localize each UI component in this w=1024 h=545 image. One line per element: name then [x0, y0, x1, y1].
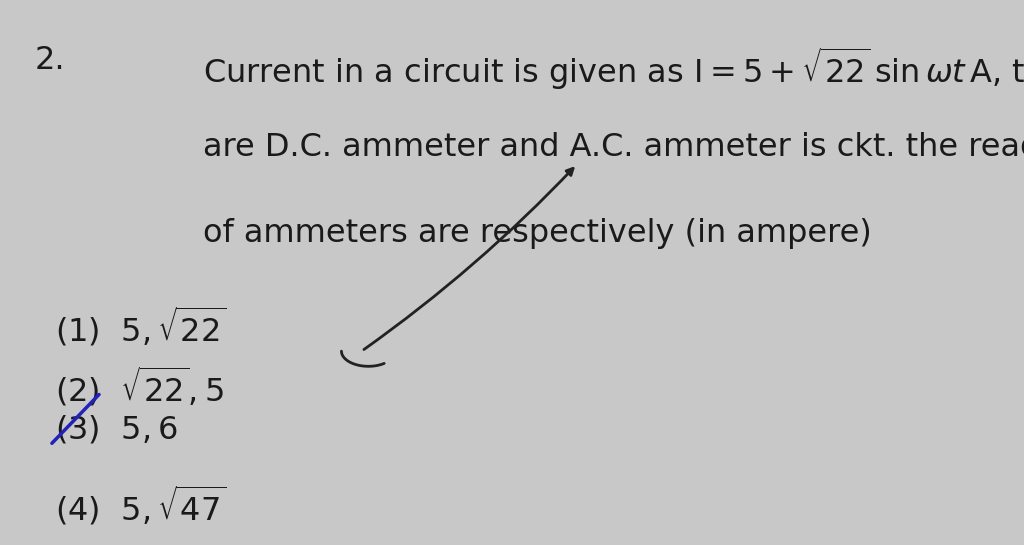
Text: of ammeters are respectively (in ampere): of ammeters are respectively (in ampere): [204, 219, 872, 249]
Text: are D.C. ammeter and A.C. ammeter is ckt. the readings: are D.C. ammeter and A.C. ammeter is ckt…: [204, 131, 1024, 162]
Text: (3)  $5, 6$: (3) $5, 6$: [55, 414, 178, 445]
Text: (1)  $5, \sqrt{22}$: (1) $5, \sqrt{22}$: [55, 305, 227, 349]
Text: (2)  $\sqrt{22}, 5$: (2) $\sqrt{22}, 5$: [55, 365, 224, 409]
Text: (4)  $5, \sqrt{47}$: (4) $5, \sqrt{47}$: [55, 484, 227, 528]
Text: Current in a circuit is given as $\mathrm{I} = 5 + \sqrt{22}\,\sin\omega t\,\mat: Current in a circuit is given as $\mathr…: [204, 45, 1024, 92]
Text: 2.: 2.: [35, 45, 66, 76]
